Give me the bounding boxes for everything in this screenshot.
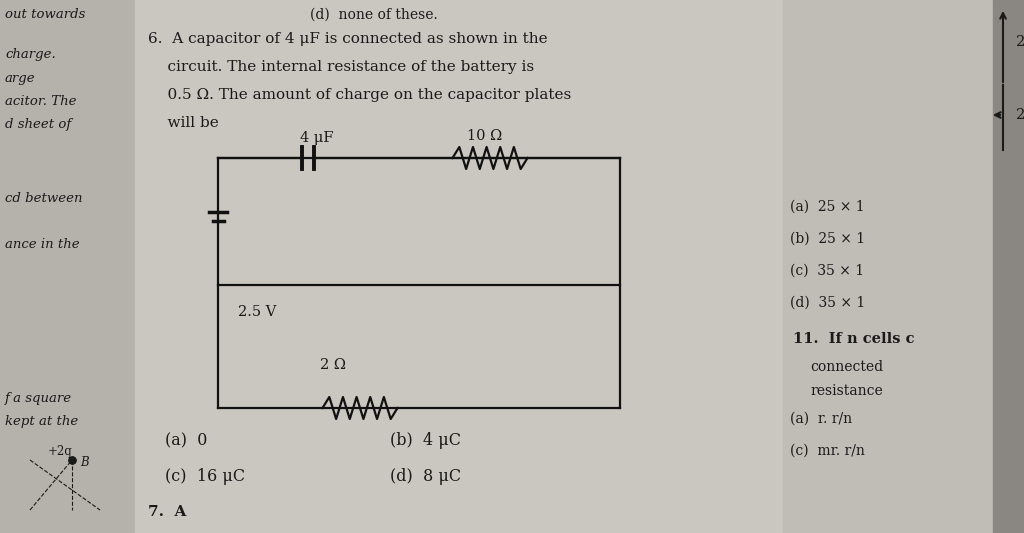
- Text: (d)  35 × 1: (d) 35 × 1: [790, 296, 865, 310]
- Text: circuit. The internal resistance of the battery is: circuit. The internal resistance of the …: [148, 60, 535, 74]
- Text: 10 Ω: 10 Ω: [467, 129, 503, 143]
- Text: (d)  8 μC: (d) 8 μC: [390, 468, 461, 485]
- Text: f a square: f a square: [5, 392, 72, 405]
- Text: will be: will be: [148, 116, 219, 130]
- Text: (b)  25 × 1: (b) 25 × 1: [790, 232, 865, 246]
- Text: (d)  none of these.: (d) none of these.: [310, 8, 437, 22]
- Text: 4 μF: 4 μF: [300, 131, 334, 145]
- Text: (c)  16 μC: (c) 16 μC: [165, 468, 245, 485]
- Text: resistance: resistance: [810, 384, 883, 398]
- Text: 6.  A capacitor of 4 μF is connected as shown in the: 6. A capacitor of 4 μF is connected as s…: [148, 32, 548, 46]
- Text: (c)  35 × 1: (c) 35 × 1: [790, 264, 864, 278]
- Text: (b)  4 μC: (b) 4 μC: [390, 432, 461, 449]
- Text: (a)  25 × 1: (a) 25 × 1: [790, 200, 864, 214]
- Text: out towards: out towards: [5, 8, 85, 21]
- Text: d sheet of: d sheet of: [5, 118, 72, 131]
- Bar: [783, 0, 993, 533]
- Text: 2: 2: [1016, 108, 1024, 122]
- Bar: [135, 0, 783, 533]
- Text: B: B: [80, 456, 89, 469]
- Text: cd between: cd between: [5, 192, 83, 205]
- Text: (a)  0: (a) 0: [165, 432, 208, 449]
- Text: ance in the: ance in the: [5, 238, 80, 251]
- Text: 7.  A: 7. A: [148, 505, 186, 519]
- Text: 2: 2: [1016, 35, 1024, 49]
- Text: 2.5 V: 2.5 V: [238, 305, 276, 319]
- Text: +2q: +2q: [48, 445, 73, 458]
- Text: (c)  mr. r/n: (c) mr. r/n: [790, 444, 865, 458]
- Bar: [0, 0, 135, 533]
- Text: arge: arge: [5, 72, 36, 85]
- Text: 0.5 Ω. The amount of charge on the capacitor plates: 0.5 Ω. The amount of charge on the capac…: [148, 88, 571, 102]
- Text: kept at the: kept at the: [5, 415, 78, 428]
- Text: charge.: charge.: [5, 48, 55, 61]
- Bar: [993, 0, 1024, 533]
- Text: 2 Ω: 2 Ω: [319, 358, 346, 372]
- Text: acitor. The: acitor. The: [5, 95, 77, 108]
- Text: 11.  If n cells c: 11. If n cells c: [793, 332, 914, 346]
- Text: (a)  r. r/n: (a) r. r/n: [790, 412, 852, 426]
- Text: connected: connected: [810, 360, 883, 374]
